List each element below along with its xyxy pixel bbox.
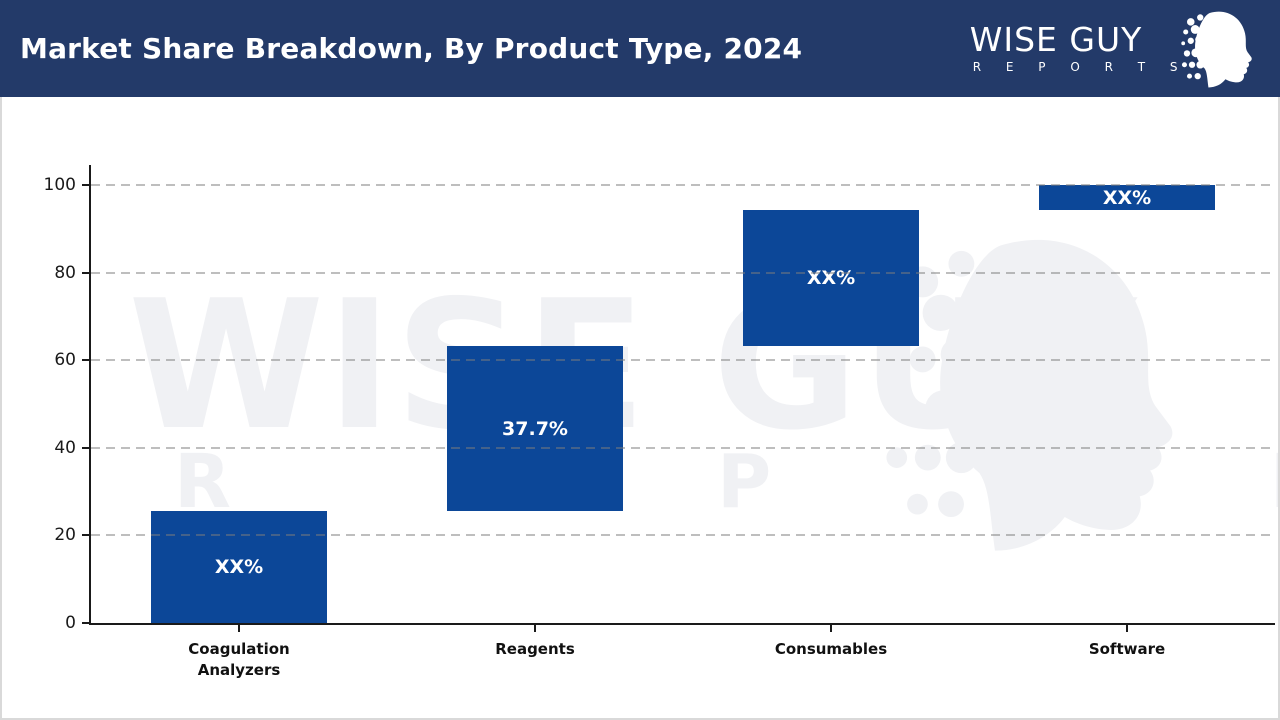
- gridline-60: [91, 359, 1275, 362]
- category-label-software: Software: [1088, 640, 1166, 658]
- bar-consumables: XX%: [743, 210, 919, 347]
- bar-value-label: XX%: [214, 556, 264, 579]
- bar-reagents: 37.7%: [447, 346, 623, 512]
- gridline-80: [91, 271, 1275, 274]
- y-tick-label-60: 60: [54, 350, 76, 371]
- category-label-coagulation-analyzers: Coagulation Analyzers: [188, 640, 290, 679]
- y-tick-label-100: 100: [43, 175, 76, 195]
- gridline-20: [91, 534, 1275, 537]
- bar-coagulation-analyzers: XX%: [151, 511, 327, 623]
- y-tick-label-40: 40: [54, 437, 76, 458]
- bar-software: XX%: [1039, 185, 1215, 211]
- chart-title: Market Share Breakdown, By Product Type,…: [20, 32, 803, 65]
- logo-wordmark: WISE GUY R E P O R T S: [970, 23, 1188, 74]
- y-tick-mark-20: [82, 534, 90, 537]
- x-tick-mark-2: [830, 625, 832, 632]
- y-tick-label-20: 20: [54, 525, 76, 546]
- y-axis-line: [89, 165, 91, 625]
- logo-text-wiseguy: WISE GUY: [969, 20, 1143, 59]
- plot-area: XX% 37.7% XX% XX%: [89, 165, 1275, 632]
- x-tick-mark-1: [534, 625, 536, 632]
- category-label-consumables: Consumables: [774, 640, 888, 658]
- bar-value-label: XX%: [1102, 186, 1152, 209]
- y-tick-mark-80: [82, 271, 90, 274]
- x-tick-mark-3: [1126, 625, 1128, 632]
- x-axis-line: [89, 623, 1275, 625]
- y-tick-mark-100: [82, 184, 90, 186]
- y-tick-mark-0: [82, 622, 90, 624]
- logo-text-reports: R E P O R T S: [972, 60, 1188, 74]
- gridline-100: [91, 184, 1275, 186]
- y-tick-label-0: 0: [65, 613, 76, 633]
- x-tick-mark-0: [238, 625, 240, 632]
- bar-value-label: 37.7%: [502, 417, 568, 440]
- y-tick-mark-60: [82, 359, 90, 362]
- y-tick-mark-40: [82, 446, 90, 449]
- wiseguy-logo: WISE GUY R E P O R T S: [970, 8, 1254, 90]
- category-label-reagents: Reagents: [495, 640, 575, 658]
- y-tick-label-80: 80: [54, 262, 76, 283]
- logo-head-icon: [1181, 11, 1252, 87]
- gridline-40: [91, 446, 1275, 449]
- header-bar: Market Share Breakdown, By Product Type,…: [0, 0, 1280, 97]
- bar-value-label: XX%: [806, 267, 856, 290]
